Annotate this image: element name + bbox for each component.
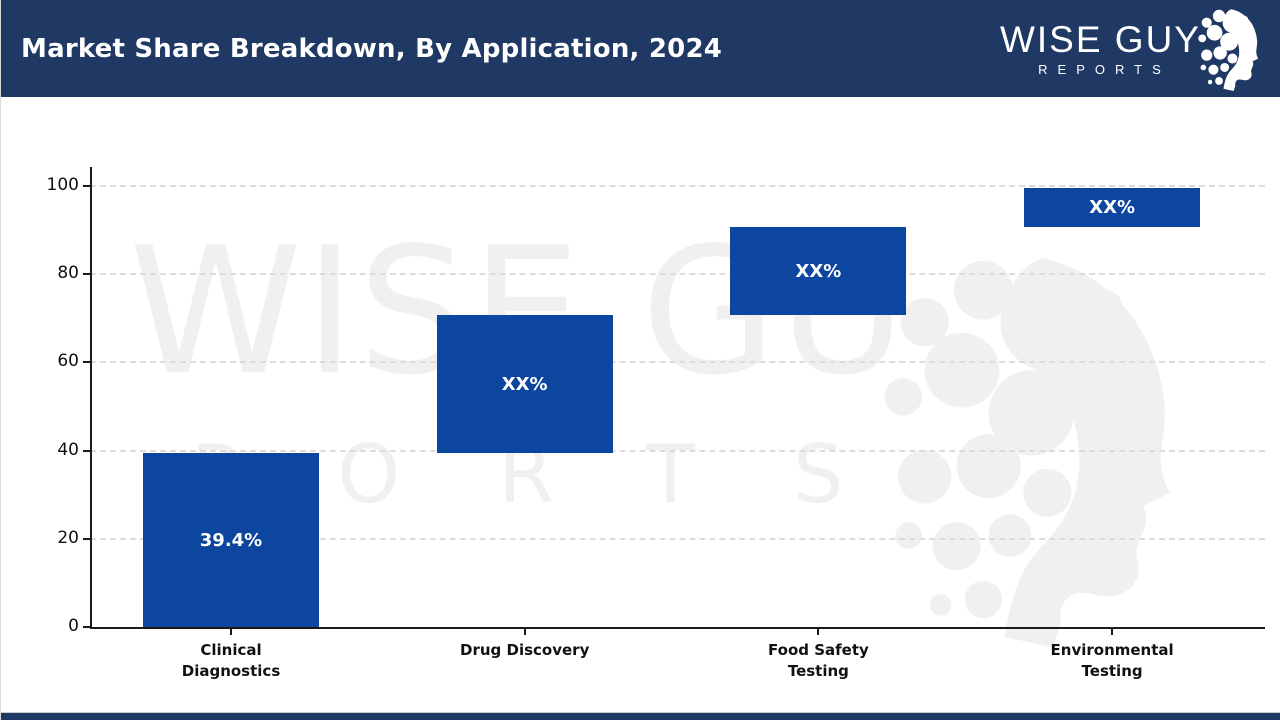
footer-hairline — [1, 712, 1280, 713]
bar-clinical-diagnostics: 39.4% — [143, 453, 319, 627]
y-axis-tick-label: 20 — [57, 527, 79, 548]
y-axis-tick — [83, 273, 90, 276]
brand-face-icon — [1198, 8, 1259, 91]
chart-title: Market Share Breakdown, By Application, … — [21, 33, 723, 64]
x-axis-category-label: Environmental Testing — [1050, 641, 1174, 680]
brand-logo: WISE GUY REPORTS — [1000, 7, 1267, 91]
x-axis-category-label: Food Safety Testing — [768, 641, 869, 680]
y-axis-tick — [83, 626, 90, 628]
x-axis-tick — [230, 627, 232, 635]
bar-drug-discovery: XX% — [436, 314, 613, 454]
brand-logo-text: WISE GUY REPORTS — [1000, 21, 1201, 77]
brand-name: WISE GUY — [999, 18, 1201, 60]
chart-plot-area: WISE GU PORTS 0 20 40 60 80 100 39.4% Clinical … — [1, 97, 1280, 713]
bar-value-label: XX% — [1089, 197, 1135, 219]
bar-value-label: XX% — [795, 260, 842, 282]
y-axis-tick-label: 100 — [46, 175, 79, 195]
y-axis-tick-label: 40 — [57, 439, 79, 460]
gridline — [90, 361, 1265, 364]
y-axis-tick — [83, 361, 90, 364]
x-axis-category-label: Drug Discovery — [460, 641, 590, 659]
y-axis-line — [90, 167, 92, 629]
bar-value-label: XX% — [501, 373, 548, 395]
y-axis-tick-label: 60 — [57, 351, 79, 372]
x-axis-tick — [1111, 627, 1114, 635]
y-axis-tick — [83, 537, 90, 540]
x-axis-tick — [817, 627, 820, 635]
gridline — [90, 449, 1265, 452]
watermark-face-icon — [884, 258, 1170, 648]
x-axis-line — [90, 627, 1265, 629]
gridline — [90, 185, 1265, 187]
header-band: Market Share Breakdown, By Application, … — [1, 0, 1280, 97]
x-axis-tick — [523, 627, 526, 635]
y-axis-tick-label: 0 — [68, 616, 79, 636]
bar-environmental-testing: XX% — [1024, 188, 1201, 228]
brand-subtitle: REPORTS — [1038, 61, 1171, 77]
y-axis-tick — [83, 185, 90, 187]
bar-value-label: 39.4% — [199, 529, 263, 551]
y-axis-tick — [83, 449, 90, 452]
footer-band — [1, 713, 1280, 720]
bar-food-safety-testing: XX% — [730, 227, 907, 315]
x-axis-category-label: Clinical Diagnostics — [181, 641, 281, 680]
gridline — [90, 273, 1265, 276]
y-axis-tick-label: 80 — [57, 263, 79, 284]
gridline — [90, 537, 1265, 540]
